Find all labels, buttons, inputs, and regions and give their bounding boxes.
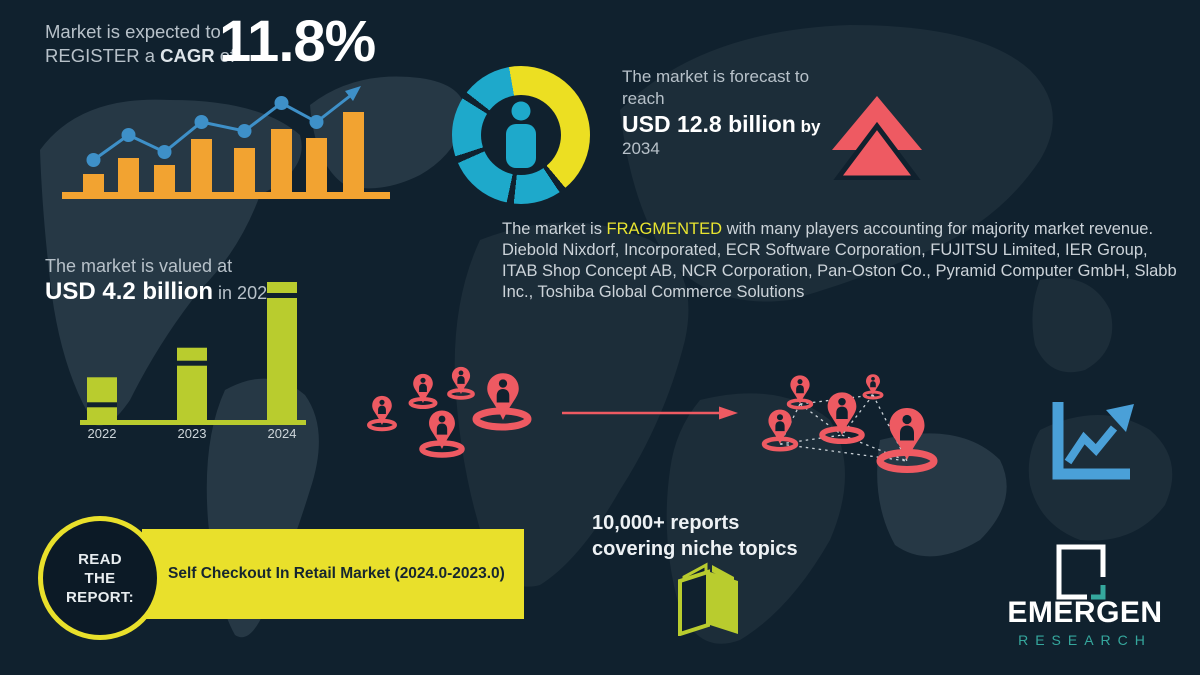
valuation-value-line: USD 4.2 billion in 2024	[45, 279, 277, 306]
forecast-year: 2034	[622, 139, 660, 158]
svg-text:2022: 2022	[88, 426, 117, 441]
valuation-bar-chart: 2022 2023 2024	[80, 282, 306, 441]
valuation-suffix: in 2024	[218, 283, 278, 303]
svg-text:2023: 2023	[178, 426, 207, 441]
brand-name: EMERGEN	[1007, 596, 1163, 629]
map-pins-network-right	[761, 374, 938, 473]
cagr-line2: REGISTER a CAGR of	[45, 45, 236, 66]
report-title-banner[interactable]: Self Checkout In Retail Market (2024.0-2…	[142, 529, 524, 619]
map-pins-cluster-left	[367, 366, 532, 458]
market-share-donut	[452, 66, 590, 204]
forecast-suffix: by	[800, 117, 821, 136]
brand-subtitle: RESEARCH	[1018, 632, 1152, 648]
cagr-value: 11.8%	[219, 9, 376, 74]
cagr-trend-chart	[62, 86, 390, 199]
reports-line1: 10,000+ reports	[592, 512, 740, 534]
valuation-value: USD 4.2 billion	[45, 278, 214, 305]
reports-line2: covering niche topics	[592, 538, 798, 560]
valuation-block: The market is valued at USD 4.2 billion …	[45, 254, 277, 306]
emergen-logo-mark	[1056, 544, 1106, 600]
growth-chart-icon	[1052, 402, 1134, 480]
forecast-value-line: USD 12.8 billion by	[622, 110, 850, 138]
cagr-bold: CAGR	[160, 45, 215, 66]
valuation-line1: The market is valued at	[45, 256, 233, 276]
read-report-button[interactable]: READ THE REPORT:	[38, 516, 162, 640]
person-icon	[506, 101, 536, 168]
forecast-intro: The market is forecast to reach	[622, 67, 810, 108]
cagr-headline: Market is expected to REGISTER a CAGR of	[45, 20, 235, 68]
forecast-block: The market is forecast to reach USD 12.8…	[622, 66, 850, 160]
reports-block: 10,000+ reports covering niche topics	[592, 510, 798, 562]
fragmented-highlight: FRAGMENTED	[606, 220, 723, 238]
flow-arrow	[562, 406, 738, 420]
forecast-value: USD 12.8 billion	[622, 111, 796, 137]
report-title: Self Checkout In Retail Market (2024.0-2…	[168, 565, 505, 582]
cagr-line1: Market is expected to	[45, 21, 221, 42]
svg-text:2024: 2024	[268, 426, 297, 441]
double-up-arrow-icon	[832, 96, 922, 180]
open-book-icon	[678, 562, 738, 636]
fragmented-paragraph: The market is FRAGMENTED with many playe…	[502, 220, 1177, 301]
